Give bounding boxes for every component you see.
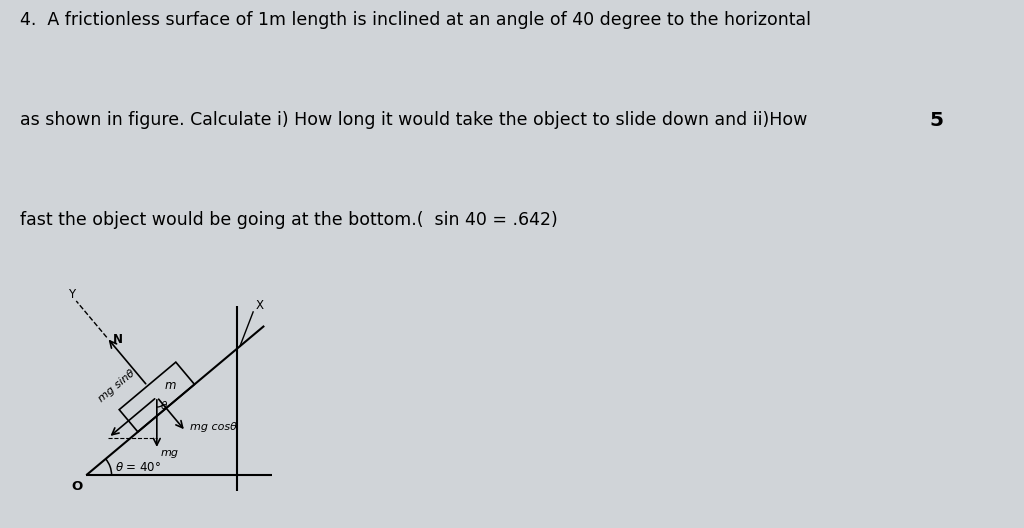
Text: θ: θ <box>161 401 168 411</box>
Text: 4.  A frictionless surface of 1m length is inclined at an angle of 40 degree to : 4. A frictionless surface of 1m length i… <box>20 11 811 29</box>
Text: mg: mg <box>161 448 179 458</box>
Text: N: N <box>113 333 123 346</box>
Text: mg sinθ: mg sinθ <box>96 368 137 404</box>
Text: fast the object would be going at the bottom.(  sin 40 = .642): fast the object would be going at the bo… <box>20 211 558 229</box>
Text: Y: Y <box>69 288 76 301</box>
Text: mg cosθ: mg cosθ <box>189 422 237 432</box>
Text: as shown in figure. Calculate i) How long it would take the object to slide down: as shown in figure. Calculate i) How lon… <box>20 111 808 129</box>
Text: X: X <box>256 299 264 312</box>
Text: O: O <box>71 480 82 493</box>
Text: $\theta$ = 40°: $\theta$ = 40° <box>116 461 162 474</box>
Text: 5: 5 <box>930 111 944 130</box>
Text: m: m <box>164 379 176 392</box>
